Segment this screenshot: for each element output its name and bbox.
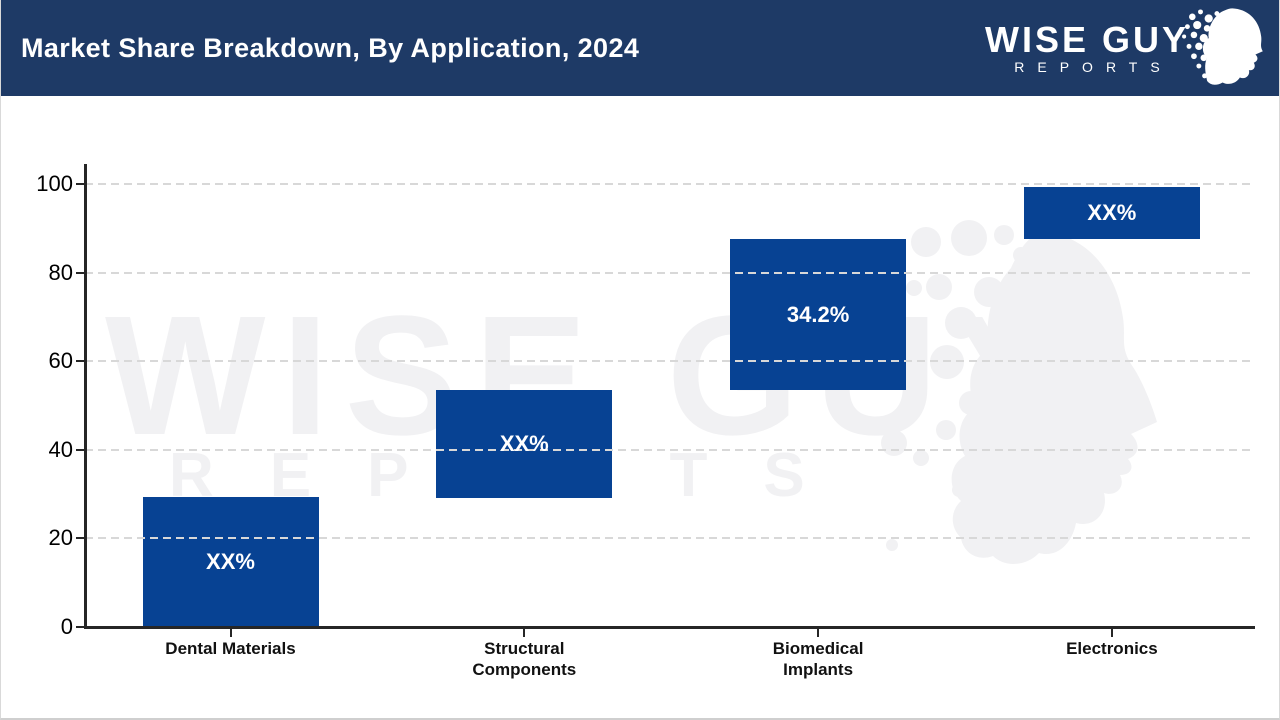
y-tick-label-100: 100 <box>36 171 73 196</box>
gridline-40 <box>85 448 1255 451</box>
category-label-electronics: Electronics <box>1066 639 1158 658</box>
category-label-structural-components: Structural Components <box>472 639 577 679</box>
gridline-20 <box>85 537 1255 540</box>
waterfall-bar-structural-components <box>436 390 613 498</box>
chart-title: Market Share Breakdown, By Application, … <box>21 32 640 63</box>
y-tick-60 <box>76 360 85 363</box>
gridline-100 <box>85 183 1255 185</box>
y-tick-100 <box>76 183 85 185</box>
y-tick-80 <box>76 271 85 274</box>
header-bar: Market Share Breakdown, By Application, … <box>1 0 1279 96</box>
category-label-dental-materials: Dental Materials <box>165 639 296 658</box>
y-tick-label-0: 0 <box>60 614 73 639</box>
x-tick-structural-components <box>523 628 526 637</box>
watermark-dotted-head <box>881 220 1157 564</box>
y-tick-label-60: 60 <box>48 348 73 374</box>
bar-value-label-dental-materials: XX% <box>206 549 255 575</box>
y-tick-20 <box>76 537 85 540</box>
bar-value-label-structural-components: XX% <box>499 431 549 457</box>
gridline-60 <box>85 360 1255 363</box>
bar-value-label-electronics: XX% <box>1087 199 1137 225</box>
y-tick-0 <box>76 626 85 628</box>
category-label-biomedical-implants: Biomedical Implants <box>772 639 864 679</box>
bar-value-label-biomedical-implants: 34.2% <box>786 301 850 327</box>
waterfall-bar-dental-materials <box>142 497 319 627</box>
logo-sub-text: REPORTS <box>1014 59 1173 75</box>
x-tick-biomedical-implants <box>817 628 820 637</box>
y-tick-label-80: 80 <box>48 259 73 285</box>
waterfall-bar-electronics <box>1023 186 1200 239</box>
wise-guy-reports-logo: WISE GUY REPORTS <box>985 6 1267 90</box>
x-tick-electronics <box>1110 628 1113 637</box>
waterfall-bar-biomedical-implants <box>730 238 907 391</box>
x-tick-dental-materials <box>229 628 232 637</box>
x-axis-line <box>84 626 1255 629</box>
y-tick-label-40: 40 <box>48 436 73 462</box>
dotted-head-icon <box>1182 8 1263 85</box>
gridline-80 <box>85 271 1255 274</box>
logo-text: WISE GUY REPORTS <box>984 19 1189 76</box>
logo-brand-text: WISE GUY <box>984 19 1189 60</box>
y-tick-label-20: 20 <box>48 525 73 551</box>
y-tick-40 <box>76 448 85 451</box>
y-axis-line <box>84 164 87 627</box>
